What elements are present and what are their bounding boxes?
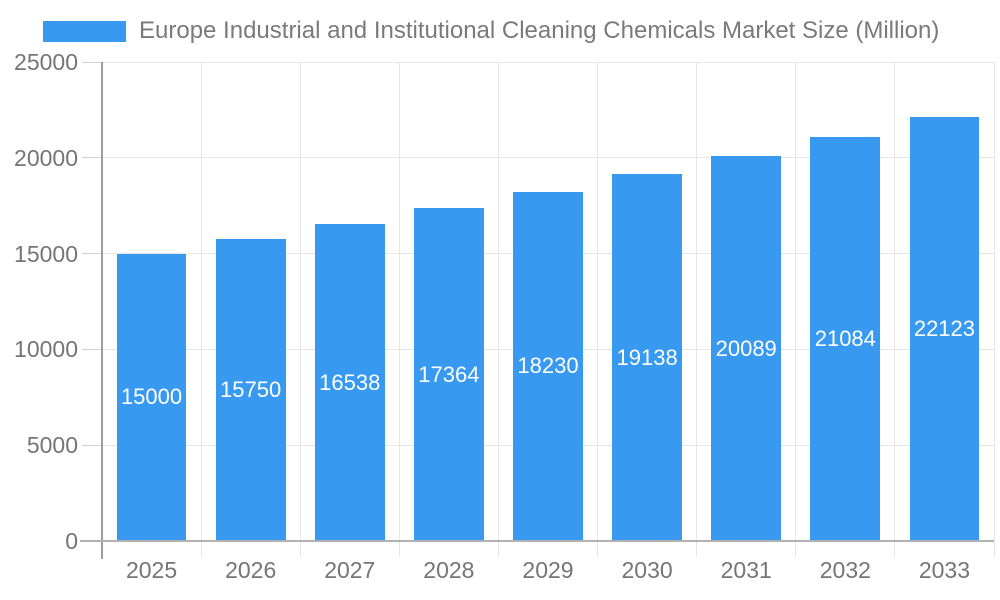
bar-2029[interactable]: 18230 bbox=[513, 191, 583, 541]
x-axis-tick-label: 2028 bbox=[423, 557, 475, 583]
y-tick-mark bbox=[82, 61, 102, 63]
v-gridline bbox=[696, 62, 698, 557]
v-gridline bbox=[795, 62, 797, 557]
legend-label[interactable]: Europe Industrial and Institutional Clea… bbox=[139, 17, 940, 44]
y-axis-tick-label: 10000 bbox=[14, 336, 78, 363]
bar-2027[interactable]: 16538 bbox=[314, 224, 385, 541]
bar-2026[interactable]: 15750 bbox=[215, 239, 286, 541]
v-gridline bbox=[200, 62, 202, 557]
bar-value-label: 15750 bbox=[220, 377, 282, 403]
x-axis-line bbox=[80, 540, 994, 542]
bar-value-label: 15000 bbox=[120, 384, 183, 410]
bar-2031[interactable]: 20089 bbox=[711, 156, 782, 541]
legend-swatch[interactable] bbox=[43, 20, 126, 42]
bar-value-label: 22123 bbox=[913, 316, 976, 342]
bar-value-label: 20089 bbox=[715, 335, 777, 361]
x-axis-tick-label: 2033 bbox=[918, 557, 971, 583]
x-axis-tick-label: 2027 bbox=[324, 557, 376, 583]
y-axis-tick-label: 0 bbox=[65, 528, 78, 554]
x-axis-tick-label: 2025 bbox=[125, 557, 178, 583]
bar-2033[interactable]: 22123 bbox=[909, 117, 980, 541]
v-gridline bbox=[299, 62, 301, 557]
bar-2030[interactable]: 19138 bbox=[612, 174, 683, 541]
bar-value-label: 18230 bbox=[517, 353, 579, 379]
y-tick-mark bbox=[82, 348, 102, 350]
y-axis-tick-label: 5000 bbox=[26, 432, 78, 459]
bar-value-label: 16538 bbox=[319, 369, 381, 395]
bar-value-label: 21084 bbox=[814, 326, 876, 352]
y-tick-mark bbox=[82, 253, 102, 255]
bar-2032[interactable]: 21084 bbox=[810, 137, 881, 541]
y-axis-tick-label: 15000 bbox=[14, 240, 78, 267]
x-axis-tick-label: 2026 bbox=[225, 557, 277, 583]
v-gridline bbox=[993, 62, 995, 557]
x-axis-tick-label: 2030 bbox=[621, 557, 673, 583]
y-axis-line bbox=[101, 62, 103, 559]
bar-value-label: 17364 bbox=[418, 361, 480, 387]
plot-area: 0 5000 10000 15000 20000 25000 15000 2025 15750 2… bbox=[14, 49, 995, 583]
y-tick-mark bbox=[82, 157, 102, 159]
x-axis-tick-label: 2031 bbox=[720, 557, 772, 583]
bar-2025[interactable]: 15000 bbox=[116, 253, 187, 541]
v-gridline bbox=[398, 62, 400, 557]
h-gridline bbox=[102, 61, 994, 63]
x-axis-tick-label: 2032 bbox=[819, 557, 871, 583]
v-gridline bbox=[597, 62, 599, 557]
bar-2028[interactable]: 17364 bbox=[413, 208, 484, 541]
h-gridline bbox=[102, 157, 994, 159]
y-axis-tick-label: 20000 bbox=[14, 144, 78, 171]
chart-legend[interactable]: Europe Industrial and Institutional Clea… bbox=[43, 17, 939, 45]
bar-value-label: 19138 bbox=[616, 344, 678, 370]
v-gridline bbox=[497, 62, 499, 557]
y-axis-tick-label: 25000 bbox=[14, 49, 78, 75]
y-tick-mark bbox=[82, 444, 102, 446]
x-axis-tick-label: 2029 bbox=[522, 557, 574, 583]
v-gridline bbox=[894, 62, 896, 557]
